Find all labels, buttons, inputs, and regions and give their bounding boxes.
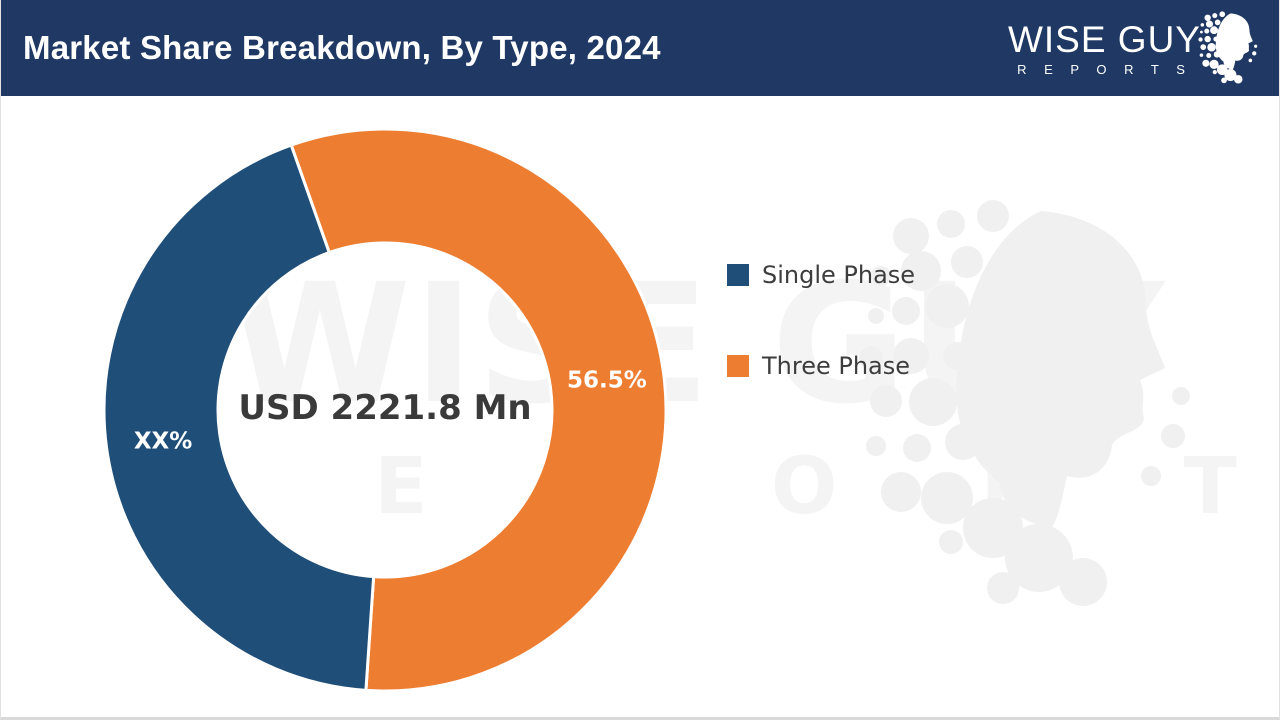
dotted-face-profile-icon bbox=[1198, 11, 1258, 84]
donut-segment-three-phase bbox=[289, 127, 668, 693]
logo-name: WISE GUY bbox=[1007, 18, 1201, 60]
header-bar: Market Share Breakdown, By Type, 2024 WI… bbox=[1, 0, 1279, 96]
watermark-face-icon bbox=[859, 200, 1190, 606]
legend-label-single-phase: Single Phase bbox=[762, 261, 916, 289]
segment-value-label: XX% bbox=[134, 428, 193, 454]
segment-value-label: 56.5% bbox=[567, 368, 647, 394]
wiseguy-logo: WISE GUY R E P O R T S bbox=[1008, 8, 1261, 88]
legend-swatch-three-phase bbox=[727, 355, 749, 377]
page-title: Market Share Breakdown, By Type, 2024 bbox=[23, 29, 661, 66]
legend: Single Phase Three Phase bbox=[727, 261, 915, 380]
legend-swatch-single-phase bbox=[727, 264, 749, 286]
donut-chart: 56.5% XX% bbox=[102, 127, 668, 693]
donut-segment-single-phase bbox=[102, 143, 376, 692]
logo-text: WISE GUY R E P O R T S bbox=[1008, 21, 1201, 76]
legend-label-three-phase: Three Phase bbox=[762, 352, 911, 380]
legend-item-single-phase: Single Phase bbox=[727, 261, 915, 289]
chart-area: WISE GUY R E P O R T S 56.5%XX% USD 2221… bbox=[1, 96, 1280, 717]
legend-item-three-phase: Three Phase bbox=[727, 352, 915, 380]
logo-subtitle: R E P O R T S bbox=[1017, 61, 1192, 77]
chart-center-value: USD 2221.8 Mn bbox=[238, 388, 532, 428]
